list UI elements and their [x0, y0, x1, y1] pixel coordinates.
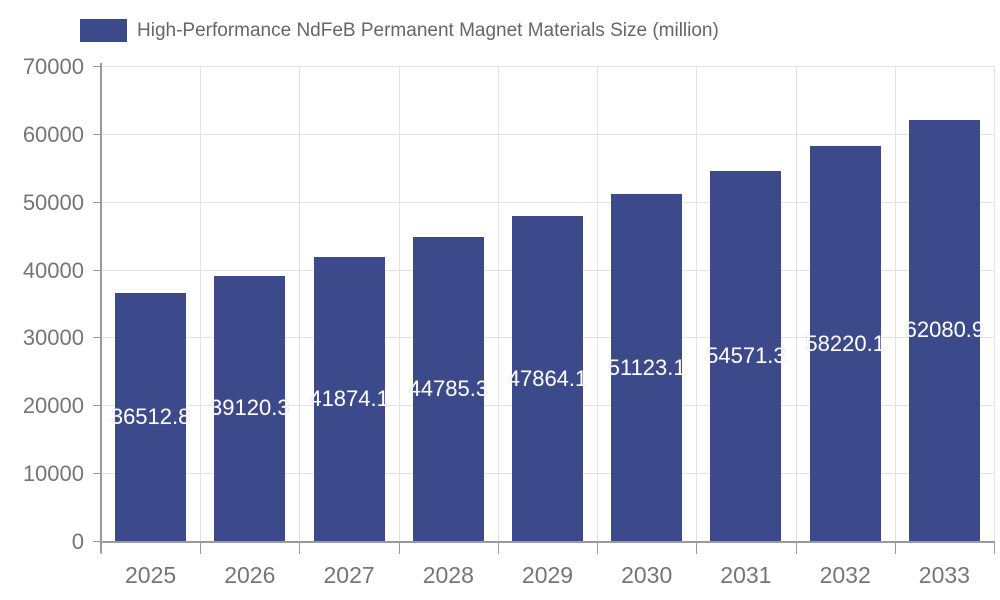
bar-2028[interactable]	[412, 237, 484, 541]
bar-2031[interactable]	[710, 170, 782, 541]
y-axis-tick-label: 50000	[22, 189, 84, 215]
gridline-vertical	[398, 66, 400, 541]
bar-value-label: 36512.8	[110, 404, 191, 430]
gridline-vertical	[894, 66, 896, 541]
y-axis-tick-label: 20000	[22, 393, 84, 419]
gridline-vertical	[696, 66, 698, 541]
y-axis-tick	[93, 269, 101, 271]
gridline-vertical	[795, 66, 797, 541]
x-axis-tick-label: 2030	[621, 562, 673, 588]
y-axis-tick	[93, 133, 101, 135]
y-axis-tick	[93, 66, 101, 67]
y-axis-line	[100, 63, 102, 553]
gridline-horizontal	[101, 66, 994, 67]
y-axis-tick-label: 10000	[22, 461, 84, 487]
bar-value-label: 54571.3	[706, 342, 786, 368]
bar-2029[interactable]	[512, 216, 583, 541]
legend-label: High-Performance NdFeB Permanent Magnet …	[137, 20, 719, 41]
gridline-horizontal	[101, 133, 994, 135]
x-axis-tick-label: 2028	[422, 562, 474, 588]
y-axis-tick-label: 30000	[22, 325, 84, 351]
y-axis-tick	[93, 473, 101, 475]
y-axis-tick	[93, 405, 101, 407]
legend-swatch	[80, 19, 127, 42]
y-axis-tick-label: 60000	[22, 121, 84, 147]
x-axis-tick	[200, 543, 202, 554]
x-axis-tick	[795, 543, 797, 554]
bar-value-label: 47864.1	[507, 365, 588, 391]
x-axis-tick	[894, 543, 896, 554]
y-axis-tick	[93, 337, 101, 339]
x-axis-tick	[101, 543, 102, 554]
bar-2025[interactable]	[115, 293, 187, 541]
bar-value-label: 44785.3	[408, 376, 489, 401]
x-axis-tick-label: 2032	[819, 562, 871, 588]
bar-2027[interactable]	[313, 256, 385, 541]
gridline-vertical	[597, 66, 599, 541]
x-axis-tick	[994, 543, 995, 554]
x-axis-tick-label: 2029	[521, 562, 574, 588]
gridline-vertical	[994, 66, 995, 541]
bar-2032[interactable]	[809, 145, 881, 541]
gridline-vertical	[200, 66, 202, 541]
x-axis-tick	[398, 543, 400, 554]
bar-2026[interactable]	[214, 275, 286, 541]
x-axis-tick	[696, 543, 698, 554]
bar-value-label: 39120.3	[210, 395, 290, 421]
bar-value-label: 41874.1	[309, 385, 389, 411]
bar-2030[interactable]	[611, 194, 683, 541]
y-axis-tick-label: 0	[71, 529, 84, 554]
gridline-vertical	[497, 66, 499, 541]
x-axis-tick-label: 2027	[323, 562, 375, 588]
gridline-horizontal	[101, 201, 994, 203]
x-axis-line	[100, 541, 995, 543]
x-axis-tick-label: 2031	[720, 562, 772, 588]
x-axis-tick	[299, 543, 301, 554]
bar-2033[interactable]	[908, 119, 980, 541]
x-axis-tick-label: 2033	[918, 562, 970, 588]
bar-value-label: 58220.1	[805, 330, 885, 356]
y-axis-tick	[93, 201, 101, 203]
gridline-vertical	[299, 66, 301, 541]
x-axis-tick	[497, 543, 499, 554]
bar-value-label: 51123.1	[607, 354, 686, 380]
x-axis-tick	[597, 543, 599, 554]
bar-value-label: 62080.9	[904, 317, 985, 343]
legend[interactable]: High-Performance NdFeB Permanent Magnet …	[80, 19, 719, 42]
y-axis-tick	[93, 541, 101, 542]
x-axis-tick-label: 2026	[224, 562, 276, 588]
x-axis-tick-label: 2025	[125, 562, 177, 588]
y-axis-tick-label: 40000	[22, 257, 84, 283]
y-axis-tick-label: 70000	[22, 54, 84, 79]
